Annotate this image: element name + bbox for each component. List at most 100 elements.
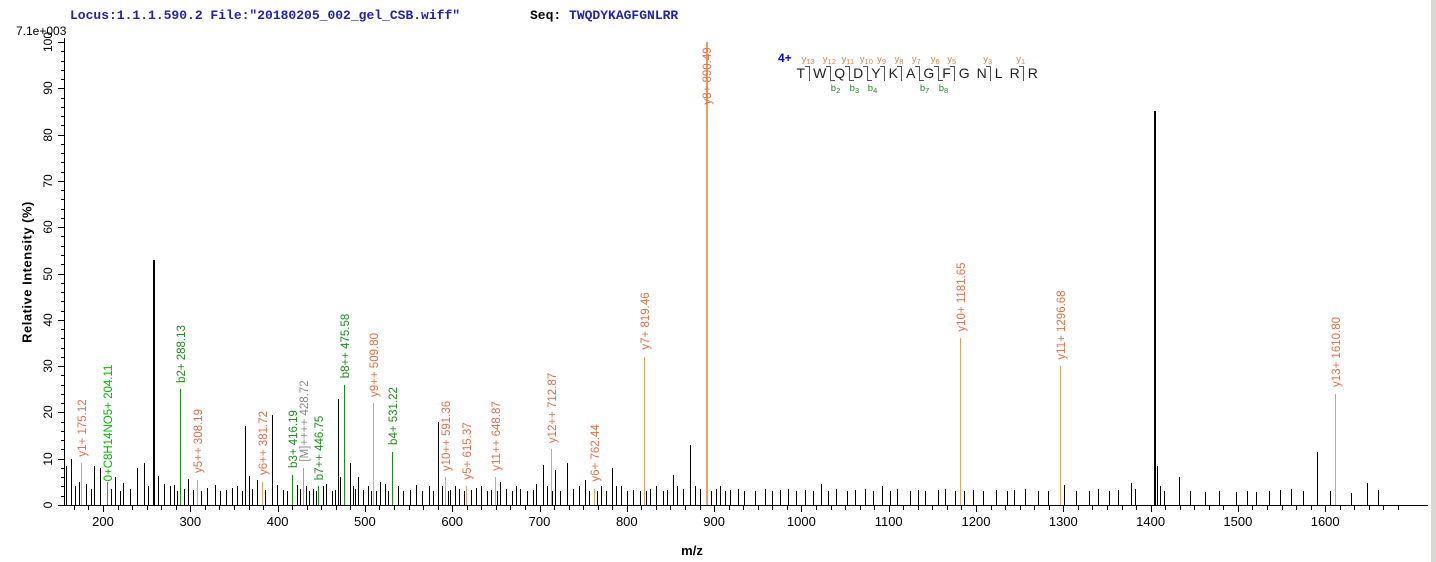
x-axis-minor-tick <box>685 506 686 510</box>
x-axis-major-tick <box>364 506 366 512</box>
spectrum-peak <box>326 484 328 505</box>
spectrum-peak <box>173 485 175 505</box>
spectrum-peak-y <box>197 479 199 505</box>
spectrum-peak <box>157 475 159 505</box>
spectrum-peak <box>1317 451 1319 505</box>
spectrum-peak <box>331 491 333 505</box>
y-axis-minor-tick <box>61 486 64 488</box>
spectrum-peak <box>1088 491 1090 505</box>
x-axis-minor-tick <box>73 506 75 510</box>
x-axis-major-tick <box>539 506 541 512</box>
spectrum-peak <box>646 491 647 505</box>
x-axis-minor-tick <box>263 506 265 510</box>
y-axis-minor-tick <box>61 97 64 99</box>
spectrum-peak <box>1279 490 1281 505</box>
x-axis-minor-tick <box>1296 506 1298 510</box>
fragment-cleavage-bar: y10 b4 <box>860 54 877 95</box>
x-axis-minor-tick <box>161 506 163 510</box>
x-axis-minor-tick <box>815 506 817 510</box>
x-axis-minor-tick <box>1077 506 1079 510</box>
x-axis-minor-tick <box>1136 506 1138 510</box>
peptide-residue: W <box>813 65 827 81</box>
spectrum-peak <box>566 463 568 505</box>
spectrum-peak <box>955 491 957 505</box>
spectrum-peak <box>804 489 806 505</box>
x-axis-minor-tick <box>292 506 294 510</box>
y-ion-arm <box>897 65 902 67</box>
fragment-cleavage-bar: y5 <box>947 54 956 81</box>
x-axis-tick-label: 1500 <box>1223 514 1253 529</box>
spectrum-peak <box>90 488 92 505</box>
spectrum-peak <box>350 463 352 505</box>
spectrum-peak <box>335 490 337 505</box>
window-edge-strip <box>1431 0 1436 562</box>
b-ion-marker-label: b8 <box>938 82 949 95</box>
spectrum-peak <box>1329 491 1331 505</box>
spectrum-peak <box>245 426 247 505</box>
peak-label: y6+ 762.44 <box>590 424 602 482</box>
spectrum-peak <box>506 488 508 505</box>
x-axis-minor-tick <box>583 506 585 510</box>
x-axis-minor-tick <box>786 506 788 510</box>
fragment-cleavage-bar: y9 <box>877 54 886 81</box>
spectrum-peak <box>265 490 267 505</box>
spectrum-peak <box>532 490 534 505</box>
y-axis-line <box>64 38 65 506</box>
fragment-cleavage-bar: y13 <box>802 54 815 81</box>
y-ion-arm <box>933 65 938 67</box>
x-axis-minor-tick <box>1165 506 1167 510</box>
spectrum-peak <box>438 421 440 505</box>
spectrum-peak <box>177 491 179 505</box>
spectrum-peak <box>779 490 781 505</box>
x-axis-tick-label: 1400 <box>1136 514 1166 529</box>
spectrum-peak <box>459 488 461 505</box>
y-ion-marker-label: y10 <box>859 53 873 66</box>
x-axis-minor-tick <box>917 506 919 510</box>
spectrum-peak <box>282 489 284 505</box>
y-axis-minor-tick <box>61 162 64 164</box>
y-axis-minor-tick <box>61 208 64 210</box>
peak-label: b2+ 288.13 <box>175 324 188 383</box>
x-axis-tick-label: 500 <box>354 514 376 529</box>
y-axis-minor-tick <box>61 245 64 247</box>
spectrum-peak <box>937 490 939 505</box>
spectrum-peak <box>192 490 194 505</box>
spectrum-peak <box>865 488 867 505</box>
spectrum-peak <box>689 444 691 505</box>
spectrum-peak <box>355 488 357 505</box>
peak-label: b8++ 475.58 <box>339 313 352 379</box>
x-axis-minor-tick <box>670 506 672 510</box>
y-axis-minor-tick <box>61 384 64 386</box>
peak-label: b4+ 531.22 <box>388 387 401 446</box>
spectrum-peak <box>214 485 216 505</box>
x-axis-tick-label: 1000 <box>786 514 816 529</box>
y-axis-major-tick <box>58 366 64 368</box>
peptide-residue: L <box>994 65 1003 81</box>
x-axis-minor-tick <box>335 506 337 510</box>
spectrum-peak <box>755 491 757 505</box>
x-axis-major-tick <box>1150 506 1152 512</box>
y-axis-major-tick <box>58 505 64 506</box>
spectrum-peak <box>1189 491 1191 505</box>
y-ion-arm <box>844 65 849 67</box>
y-ion-marker-label: y13 <box>801 53 815 66</box>
y-axis-minor-tick <box>61 440 64 442</box>
y-axis-tick-label: 70 <box>41 174 55 188</box>
spectrum-peak-y <box>1334 393 1336 505</box>
y-axis-minor-tick <box>61 430 64 432</box>
y-axis-minor-tick <box>61 310 64 312</box>
y-axis-minor-tick <box>61 301 64 303</box>
spectrum-peak <box>415 484 417 505</box>
x-axis-minor-tick <box>408 506 410 510</box>
x-axis-minor-tick <box>757 506 759 510</box>
precursor-charge-label: 4+ <box>778 51 792 65</box>
spectrum-peak <box>170 486 172 505</box>
spectrum-peak <box>820 484 822 505</box>
y-ion-marker-label: y3 <box>983 53 993 66</box>
spectrum-peak <box>917 490 919 505</box>
x-axis-minor-tick <box>612 506 614 510</box>
spectrum-peak-y <box>643 356 645 505</box>
spectrum-peak <box>1377 490 1379 505</box>
